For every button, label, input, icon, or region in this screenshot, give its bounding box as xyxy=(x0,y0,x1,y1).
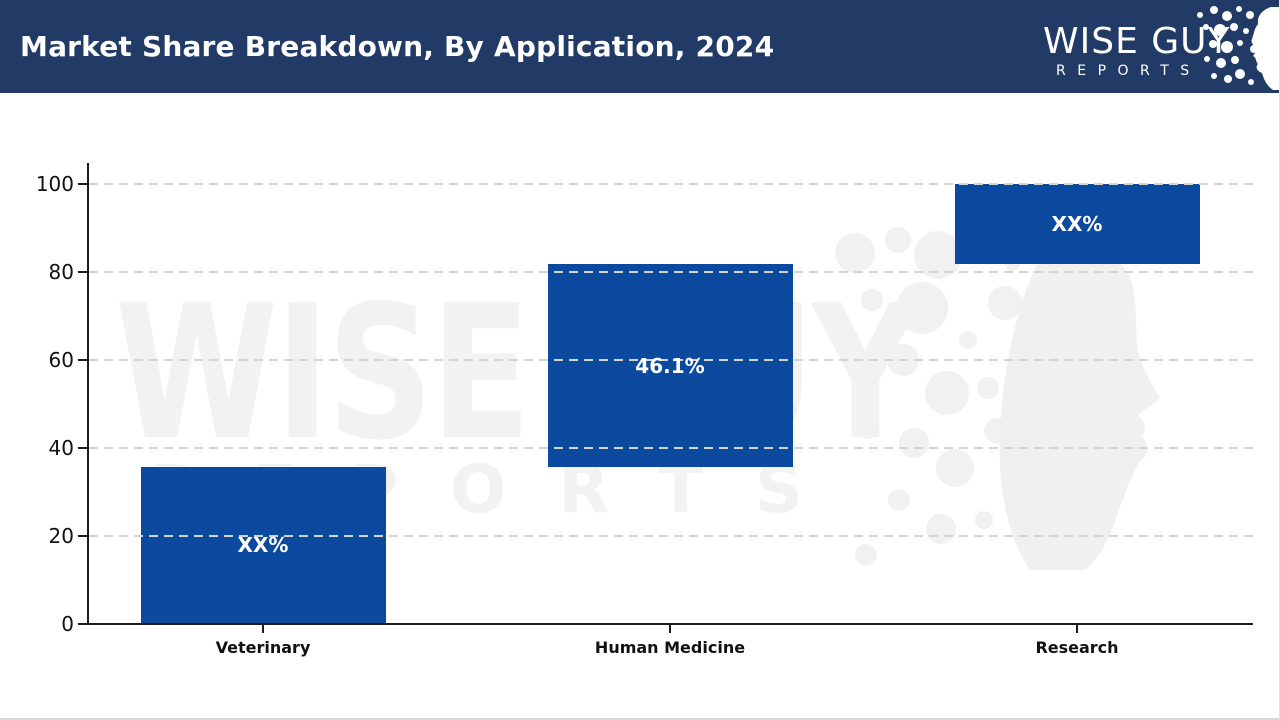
y-tick-label: 100 xyxy=(35,172,74,196)
y-tick-label: 60 xyxy=(48,348,74,372)
header: Market Share Breakdown, By Application, … xyxy=(0,0,1279,93)
logo-dots-icon xyxy=(1197,6,1258,85)
x-axis-label-veterinary: Veterinary xyxy=(215,638,311,657)
x-axis-label-human-medicine: Human Medicine xyxy=(594,638,746,657)
chart-title: Market Share Breakdown, By Application, … xyxy=(20,30,775,63)
y-tick-mark xyxy=(78,271,87,273)
bar-research xyxy=(954,184,1200,265)
chart-area: WISE GUY REPORTS 0 20 40 60 80 100 XX% Veterina… xyxy=(0,93,1279,718)
x-tick-mark-human-medicine xyxy=(669,625,671,633)
bar-value-label-human-medicine: 46.1% xyxy=(635,353,705,378)
y-tick-label: 80 xyxy=(48,260,74,284)
x-axis xyxy=(86,623,1253,625)
y-tick-label: 20 xyxy=(48,524,74,548)
x-axis-label-research: Research xyxy=(1035,638,1119,657)
logo-face-icon xyxy=(1251,7,1279,90)
bar-veterinary xyxy=(140,466,386,624)
gridline-100 xyxy=(89,183,1253,185)
gridline-20 xyxy=(89,535,1253,537)
y-tick-mark xyxy=(78,623,87,625)
logo-subtext: REPORTS xyxy=(1056,63,1201,79)
y-tick-mark xyxy=(78,535,87,537)
gridline-40 xyxy=(89,447,1253,449)
gridline-60 xyxy=(89,359,1253,361)
x-tick-mark-research xyxy=(1076,625,1078,633)
y-tick-label: 40 xyxy=(48,436,74,460)
bar-value-label-veterinary: XX% xyxy=(237,533,289,558)
bar-human-medicine xyxy=(547,264,793,467)
gridline-80 xyxy=(89,271,1253,273)
x-tick-mark-veterinary xyxy=(262,625,264,633)
y-tick-mark xyxy=(78,447,87,449)
y-tick-mark xyxy=(78,183,87,185)
logo-wordmark: WISE GUY xyxy=(1043,21,1231,62)
wise-guy-logo: WISE GUY REPORTS xyxy=(1043,6,1279,90)
y-tick-mark xyxy=(78,359,87,361)
y-tick-label: 0 xyxy=(61,612,74,636)
y-axis xyxy=(87,163,89,625)
bar-value-label-research: XX% xyxy=(1051,212,1103,237)
